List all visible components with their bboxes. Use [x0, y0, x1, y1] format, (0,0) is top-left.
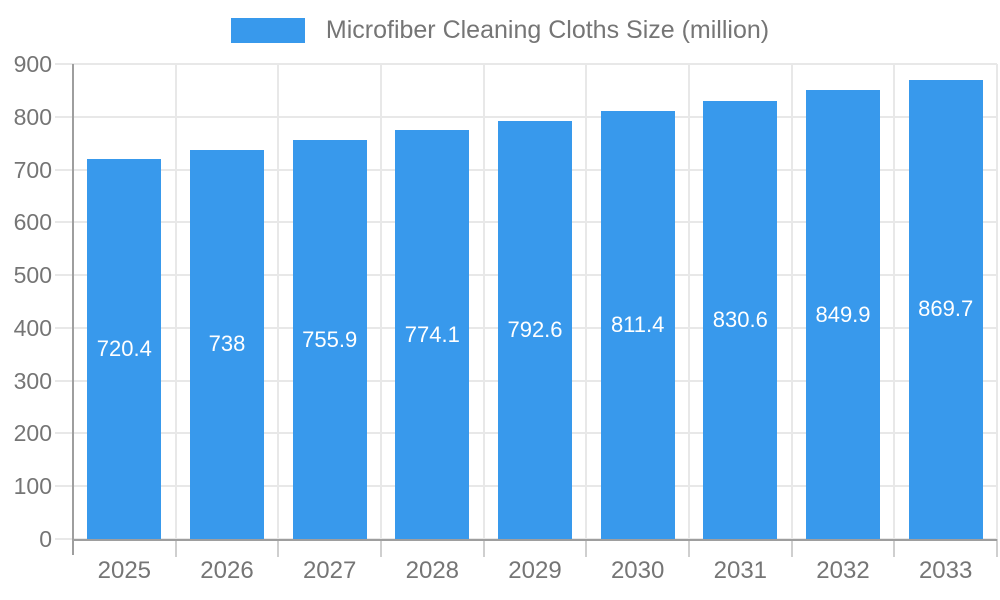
- v-gridline: [585, 64, 588, 539]
- x-tick-mark: [277, 539, 280, 557]
- y-axis-line: [72, 64, 74, 555]
- legend-marker-swatch: [230, 18, 305, 43]
- x-tick-label: 2032: [816, 557, 870, 584]
- bar[interactable]: 811.4: [600, 110, 675, 539]
- v-gridline: [174, 64, 177, 539]
- x-tick-mark: [996, 539, 998, 557]
- bar-value-label: 830.6: [712, 306, 768, 332]
- v-gridline: [996, 64, 998, 539]
- v-gridline: [482, 64, 485, 539]
- bar-value-label: 849.9: [815, 301, 871, 327]
- x-tick-label: 2026: [200, 557, 254, 584]
- x-tick-label: 2025: [97, 557, 152, 584]
- bar[interactable]: 830.6: [703, 100, 778, 539]
- v-gridline: [380, 64, 382, 539]
- v-gridline: [790, 64, 793, 539]
- bar[interactable]: 755.9: [292, 140, 367, 539]
- y-tick-label: 900: [13, 51, 52, 77]
- bar-value-label: 811.4: [610, 311, 665, 337]
- x-tick-label: 2033: [918, 557, 973, 584]
- x-tick-label: 2028: [405, 557, 460, 584]
- x-tick-mark: [790, 539, 793, 557]
- v-gridline: [688, 64, 690, 539]
- y-tick-label: 200: [13, 420, 52, 447]
- bar-value-label: 792.6: [507, 316, 563, 342]
- x-axis-line: [73, 539, 997, 541]
- y-tick-label: 600: [13, 209, 52, 236]
- bar[interactable]: 869.7: [908, 79, 983, 539]
- y-tick-label: 500: [13, 262, 52, 289]
- y-tick-label: 700: [13, 156, 52, 183]
- bar-value-label: 738: [208, 331, 246, 357]
- bar[interactable]: 738: [190, 149, 264, 539]
- v-gridline: [277, 64, 280, 539]
- y-tick-label: 400: [13, 314, 52, 341]
- x-tick-label: 2027: [302, 557, 357, 584]
- y-tick-label: 300: [13, 367, 52, 394]
- y-tick-label: 0: [39, 526, 52, 552]
- y-tick-label: 100: [13, 473, 52, 500]
- bar-value-label: 869.7: [918, 296, 974, 322]
- x-tick-mark: [380, 539, 382, 557]
- bar[interactable]: 849.9: [806, 90, 880, 539]
- x-tick-mark: [893, 539, 896, 557]
- x-tick-label: 2030: [610, 557, 665, 584]
- bar[interactable]: 792.6: [498, 120, 572, 539]
- bar-value-label: 720.4: [96, 335, 152, 361]
- x-tick-label: 2031: [713, 557, 768, 584]
- bar[interactable]: 774.1: [395, 130, 470, 539]
- y-tick-label: 800: [13, 103, 52, 130]
- y-gridline: [55, 63, 997, 65]
- v-gridline: [893, 64, 896, 539]
- bar[interactable]: 720.4: [87, 158, 162, 539]
- x-tick-mark: [482, 539, 485, 557]
- bar-value-label: 774.1: [404, 321, 460, 347]
- legend-label: Microfiber Cleaning Cloths Size (million…: [325, 16, 770, 44]
- x-tick-mark: [585, 539, 588, 557]
- legend[interactable]: Microfiber Cleaning Cloths Size (million…: [0, 16, 1000, 45]
- x-tick-mark: [174, 539, 177, 557]
- x-tick-mark: [688, 539, 690, 557]
- bar-value-label: 755.9: [302, 326, 358, 352]
- y-gridline: [55, 115, 997, 118]
- x-tick-label: 2029: [508, 557, 562, 584]
